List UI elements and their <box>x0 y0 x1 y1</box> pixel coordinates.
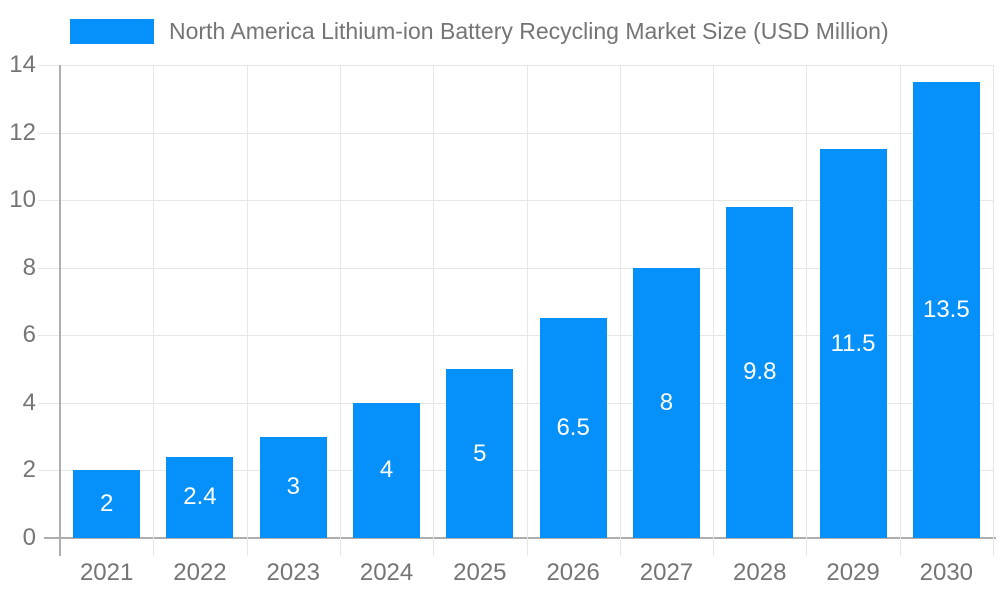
gridline-vertical <box>806 65 808 556</box>
y-axis-line <box>59 65 61 556</box>
bar[interactable]: 5 <box>446 369 514 538</box>
bar[interactable]: 4 <box>353 402 421 538</box>
gridline-horizontal <box>38 132 993 134</box>
bar-value-label: 9.8 <box>743 358 777 386</box>
legend-series-label: North America Lithium-ion Battery Recycl… <box>169 18 889 44</box>
y-axis-tick-label: 8 <box>22 253 36 281</box>
bar[interactable]: 8 <box>632 267 700 538</box>
bar[interactable]: 2 <box>73 470 141 538</box>
legend[interactable]: North America Lithium-ion Battery Recycl… <box>70 18 889 45</box>
gridline-horizontal <box>38 470 993 472</box>
y-axis-tick-label: 12 <box>9 118 36 146</box>
bar-value-label: 3 <box>286 473 300 501</box>
gridline-vertical <box>713 65 715 556</box>
x-axis-tick-label: 2024 <box>359 559 414 586</box>
x-axis-tick-label: 2028 <box>733 559 787 586</box>
gridline-vertical <box>153 65 155 556</box>
gridline-vertical <box>246 65 248 556</box>
bar[interactable]: 6.5 <box>539 318 607 538</box>
y-axis-tick-label: 14 <box>9 51 36 78</box>
bar[interactable]: 9.8 <box>726 206 794 538</box>
bar-value-label: 4 <box>379 456 394 484</box>
x-axis-tick-label: 2021 <box>79 559 134 586</box>
gridline-vertical <box>433 65 435 556</box>
x-axis-tick-label: 2023 <box>266 559 320 586</box>
y-axis-tick-label: 4 <box>22 388 36 416</box>
x-axis-tick-label: 2026 <box>546 559 600 586</box>
bar[interactable]: 3 <box>259 436 327 538</box>
y-axis-tick-label: 10 <box>9 186 36 214</box>
bar-value-label: 6.5 <box>556 414 590 442</box>
gridline-vertical <box>619 65 621 556</box>
gridline-vertical <box>339 65 341 556</box>
x-axis-tick-label: 2025 <box>453 559 507 586</box>
bar-value-label: 8 <box>659 388 674 416</box>
gridline-vertical <box>993 65 994 556</box>
y-axis-tick-label: 6 <box>22 321 36 349</box>
bar[interactable]: 13.5 <box>912 81 980 538</box>
x-axis-tick-label: 2022 <box>173 559 227 586</box>
bar-value-label: 5 <box>473 439 487 467</box>
legend-swatch-icon <box>70 19 154 44</box>
gridline-horizontal <box>38 65 993 66</box>
y-axis-tick-label: 2 <box>22 456 36 484</box>
bar-value-label: 2 <box>99 490 114 518</box>
bar[interactable]: 11.5 <box>819 149 887 538</box>
gridline-vertical <box>526 65 528 556</box>
bar-value-label: 2.4 <box>183 483 217 511</box>
bar[interactable]: 2.4 <box>166 456 234 538</box>
bar-value-label: 13.5 <box>922 295 970 323</box>
y-axis-tick-label: 0 <box>22 524 36 551</box>
gridline-horizontal <box>38 402 993 404</box>
gridline-horizontal <box>38 267 993 269</box>
x-axis-tick-label: 2027 <box>639 559 694 586</box>
x-axis-tick-label: 2030 <box>919 559 974 586</box>
gridline-horizontal <box>38 335 993 337</box>
gridline-vertical <box>899 65 901 556</box>
x-axis-baseline <box>44 537 996 539</box>
x-axis-tick-label: 2029 <box>826 559 880 586</box>
gridline-horizontal <box>38 200 993 202</box>
bar-value-label: 11.5 <box>830 329 876 357</box>
